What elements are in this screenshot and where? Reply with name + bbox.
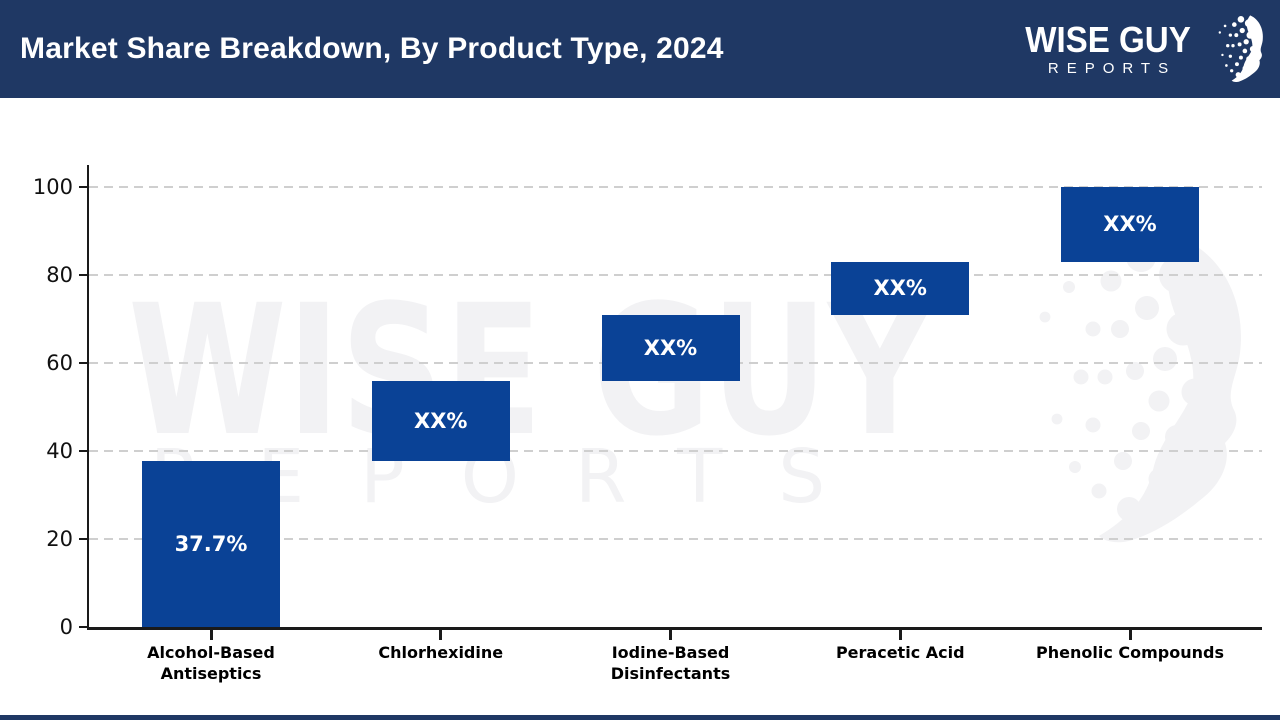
logo-reports-text: REPORTS bbox=[1047, 60, 1177, 77]
category-label: Alcohol-Based Antiseptics bbox=[147, 643, 275, 684]
bar-segment: XX% bbox=[831, 261, 970, 315]
category-label: Chlorhexidine bbox=[378, 643, 504, 662]
y-tick-label-60: 60 bbox=[46, 351, 73, 375]
x-axis-line bbox=[87, 627, 1262, 630]
category-label: Iodine-Based Disinfectants bbox=[610, 643, 731, 684]
bar-segment: XX% bbox=[1061, 187, 1199, 262]
y-tick-label-20: 20 bbox=[46, 527, 73, 551]
y-tick-0 bbox=[79, 626, 87, 628]
category-label: Phenolic Compounds bbox=[1036, 643, 1224, 662]
y-tick-20 bbox=[79, 538, 87, 540]
gridline-80 bbox=[89, 274, 1262, 276]
y-tick-100 bbox=[79, 186, 87, 188]
logo-text: WISE GUY REPORTS bbox=[1018, 19, 1198, 77]
y-tick-label-0: 0 bbox=[59, 615, 73, 639]
bar-value-label: XX% bbox=[1103, 212, 1157, 237]
bar-value-label: XX% bbox=[873, 276, 927, 301]
y-tick-label-80: 80 bbox=[46, 263, 73, 287]
gridline-100 bbox=[89, 186, 1262, 188]
gridline-40 bbox=[89, 450, 1262, 452]
x-tick bbox=[898, 630, 902, 640]
y-tick-40 bbox=[79, 450, 87, 452]
gridline-20 bbox=[89, 538, 1262, 540]
y-tick-80 bbox=[79, 274, 87, 276]
x-tick bbox=[209, 630, 213, 640]
y-tick-label-40: 40 bbox=[46, 439, 73, 463]
y-axis-line bbox=[87, 165, 89, 630]
category-label: Peracetic Acid bbox=[835, 643, 965, 662]
logo-brand-text: WISE GUY bbox=[1025, 19, 1191, 60]
bar-value-label: XX% bbox=[414, 408, 468, 433]
bar-value-label: 37.7% bbox=[174, 532, 248, 557]
footer-bar bbox=[0, 715, 1280, 720]
bar-value-label: XX% bbox=[643, 335, 698, 360]
y-tick-label-100: 100 bbox=[32, 175, 73, 199]
x-tick bbox=[1128, 630, 1132, 640]
x-tick bbox=[669, 630, 672, 640]
bar-segment: 37.7% bbox=[142, 461, 280, 627]
x-tick bbox=[439, 630, 443, 640]
bar-segment: XX% bbox=[371, 380, 510, 462]
wise-guy-logo: WISE GUY REPORTS bbox=[1018, 11, 1266, 87]
bar-segment: XX% bbox=[601, 314, 740, 381]
page-title: Market Share Breakdown, By Product Type,… bbox=[20, 32, 724, 65]
header-bar: Market Share Breakdown, By Product Type,… bbox=[0, 0, 1280, 98]
y-tick-60 bbox=[79, 362, 87, 364]
